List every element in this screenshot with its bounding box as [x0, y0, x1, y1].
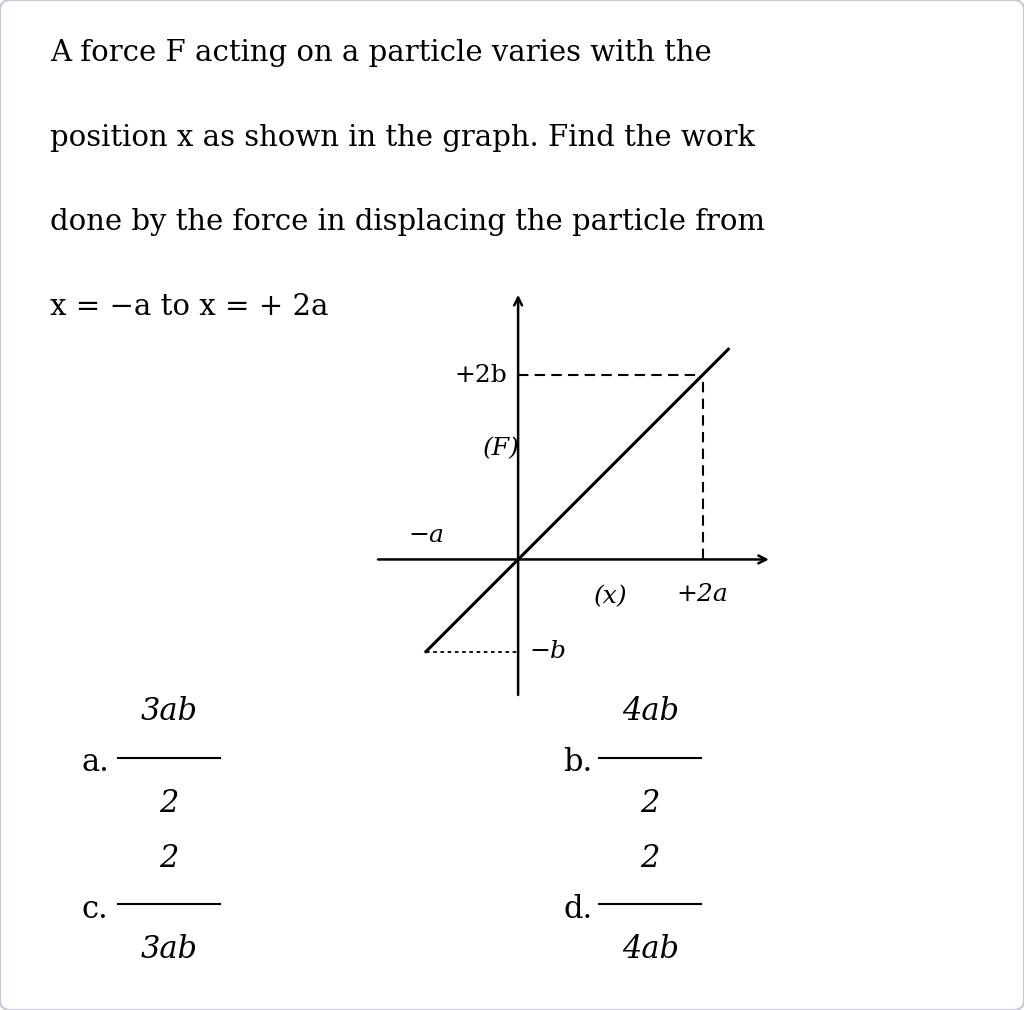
Text: 4ab: 4ab [622, 696, 679, 727]
Text: 3ab: 3ab [140, 696, 198, 727]
Text: 2: 2 [641, 842, 659, 874]
Text: 3ab: 3ab [140, 934, 198, 966]
Text: c.: c. [82, 894, 109, 924]
Text: (x): (x) [594, 585, 627, 608]
Text: 4ab: 4ab [622, 934, 679, 966]
Text: a.: a. [82, 747, 110, 778]
Text: 2: 2 [641, 788, 659, 819]
Text: +2b: +2b [455, 364, 507, 387]
Text: (F): (F) [483, 437, 520, 461]
Text: 2: 2 [160, 842, 178, 874]
Text: A force F acting on a particle varies with the: A force F acting on a particle varies wi… [50, 39, 712, 68]
Text: d.: d. [563, 894, 593, 924]
Text: −a: −a [408, 524, 443, 547]
Text: −b: −b [529, 640, 566, 664]
Text: 2: 2 [160, 788, 178, 819]
Text: position x as shown in the graph. Find the work: position x as shown in the graph. Find t… [50, 124, 755, 152]
Text: +2a: +2a [677, 583, 728, 606]
Text: done by the force in displacing the particle from: done by the force in displacing the part… [50, 208, 765, 236]
Text: x = −a to x = + 2a: x = −a to x = + 2a [50, 293, 329, 321]
Text: b.: b. [563, 747, 593, 778]
